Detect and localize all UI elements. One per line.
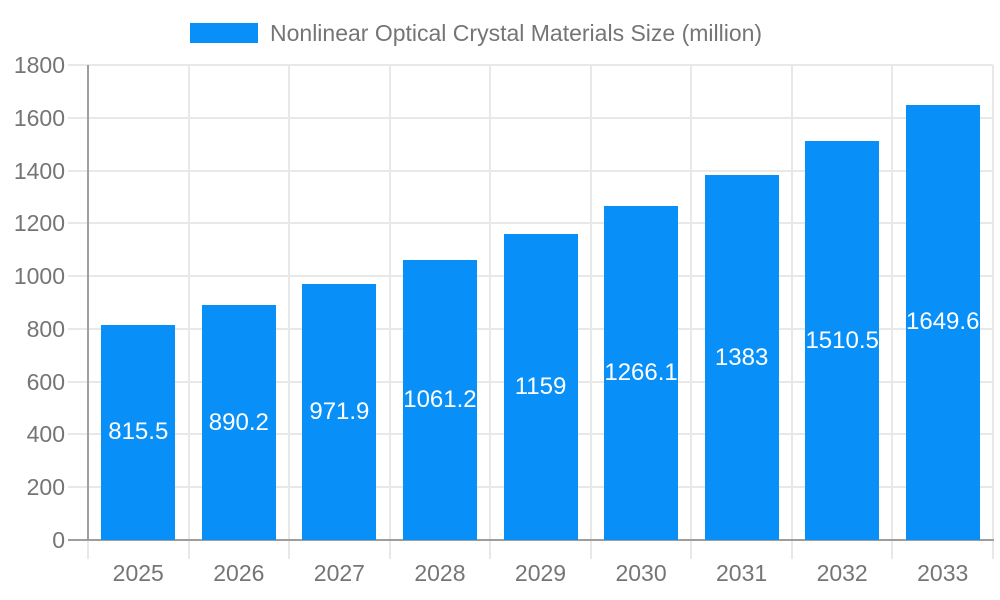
- x-axis-tick-0: [87, 541, 89, 559]
- gridline-x-1: [187, 65, 190, 540]
- y-axis-tick-800: [68, 327, 88, 330]
- y-tick-label-0: 0: [52, 527, 65, 553]
- y-tick-label-1000: 1000: [13, 263, 65, 290]
- x-tick-label-2031: 2031: [716, 560, 768, 586]
- x-axis-tick-5: [589, 541, 592, 559]
- gridline-x-2: [288, 65, 291, 540]
- y-axis-tick-0: [68, 539, 88, 541]
- bar-value-label-2025: 815.5: [108, 418, 169, 446]
- bar-value-label-2029: 1159: [514, 373, 567, 401]
- bar-2025[interactable]: 815.5: [101, 324, 176, 540]
- bar-value-label-2033: 1649.6: [906, 308, 980, 336]
- y-tick-label-800: 800: [26, 315, 65, 342]
- y-tick-label-1200: 1200: [13, 210, 65, 237]
- chart-legend[interactable]: Nonlinear Optical Crystal Materials Size…: [190, 20, 763, 46]
- bar-value-label-2032: 1510.5: [805, 326, 879, 354]
- y-axis-tick-1400: [68, 169, 88, 172]
- gridline-x-5: [589, 65, 592, 540]
- y-tick-label-400: 400: [26, 421, 65, 448]
- x-tick-label-2028: 2028: [414, 560, 466, 586]
- x-axis-baseline: [87, 539, 994, 541]
- bar-2032[interactable]: 1510.5: [805, 141, 880, 540]
- bar-2031[interactable]: 1383: [704, 175, 779, 540]
- y-axis-tick-1000: [68, 275, 88, 278]
- y-tick-label-600: 600: [26, 368, 65, 395]
- gridline-y-1400: [88, 169, 993, 172]
- bar-value-label-2030: 1266.1: [604, 358, 678, 386]
- bar-2028[interactable]: 1061.2: [402, 259, 477, 540]
- x-axis-tick-2: [288, 541, 291, 559]
- bar-value-label-2031: 1383: [714, 343, 769, 371]
- x-tick-label-2026: 2026: [213, 560, 265, 586]
- x-tick-label-2032: 2032: [816, 560, 868, 586]
- x-axis-tick-6: [690, 541, 693, 559]
- x-axis-tick-8: [891, 541, 894, 559]
- bar-2029[interactable]: 1159: [503, 234, 578, 540]
- y-tick-label-200: 200: [26, 474, 65, 501]
- gridline-x-6: [690, 65, 693, 540]
- x-tick-label-2027: 2027: [313, 560, 365, 586]
- y-axis-tick-600: [68, 380, 88, 383]
- x-tick-label-2025: 2025: [112, 560, 164, 586]
- y-axis-tick-400: [68, 433, 88, 436]
- gridline-x-8: [891, 65, 894, 540]
- gridline-y-1200: [88, 222, 993, 225]
- y-axis-tick-1600: [68, 116, 88, 119]
- x-axis-tick-9: [992, 541, 994, 559]
- x-tick-label-2033: 2033: [917, 560, 969, 586]
- gridline-x-3: [388, 65, 391, 540]
- y-tick-label-1400: 1400: [13, 157, 65, 184]
- gridline-x-7: [790, 65, 793, 540]
- gridline-y-1600: [88, 116, 993, 119]
- x-axis-tick-7: [790, 541, 793, 559]
- y-axis-line: [87, 65, 89, 541]
- x-tick-label-2029: 2029: [514, 560, 567, 586]
- y-axis-tick-1800: [68, 64, 88, 66]
- y-axis-tick-1200: [68, 222, 88, 225]
- bar-value-label-2026: 890.2: [208, 408, 269, 436]
- legend-label: Nonlinear Optical Crystal Materials Size…: [270, 20, 763, 46]
- bar-2026[interactable]: 890.2: [201, 305, 276, 540]
- y-tick-label-1800: 1800: [13, 52, 65, 78]
- y-axis-tick-200: [68, 486, 88, 489]
- x-axis-tick-3: [388, 541, 391, 559]
- bar-value-label-2027: 971.9: [309, 397, 370, 425]
- bar-value-label-2028: 1061.2: [403, 385, 477, 413]
- bar-2030[interactable]: 1266.1: [604, 205, 679, 540]
- bar-2033[interactable]: 1649.6: [905, 104, 980, 540]
- x-axis-tick-1: [187, 541, 190, 559]
- gridline-x-9: [992, 65, 994, 540]
- y-tick-label-1600: 1600: [13, 104, 65, 131]
- x-axis-tick-4: [489, 541, 492, 559]
- x-tick-label-2030: 2030: [615, 560, 667, 586]
- bar-2027[interactable]: 971.9: [302, 283, 377, 540]
- legend-swatch: [190, 23, 258, 43]
- gridline-y-1800: [88, 64, 993, 66]
- gridline-x-4: [489, 65, 492, 540]
